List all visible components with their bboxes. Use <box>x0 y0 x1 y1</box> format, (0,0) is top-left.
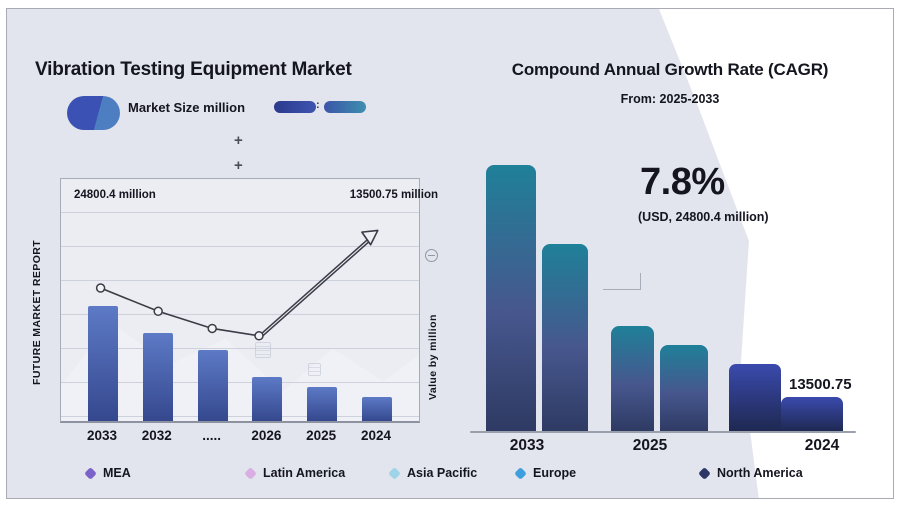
bar-2026 <box>252 376 283 421</box>
legend-diamond-icon <box>84 466 97 480</box>
legend-label: Asia Pacific <box>407 466 478 480</box>
cagr-bars-plot <box>468 160 860 432</box>
cagr-bar-2024-2 <box>781 396 843 432</box>
legend-item-asia-pacific: Asia Pacific <box>388 466 478 480</box>
cagr-x-axis-line <box>470 431 856 433</box>
x-label-.....: ..... <box>202 428 221 443</box>
bar-2033 <box>88 305 118 421</box>
x-label-2026: 2026 <box>251 428 282 443</box>
cagr-x-label-2024: 2024 <box>804 437 840 454</box>
bar-2024 <box>362 396 392 421</box>
plus-mark-icon: + <box>234 132 243 149</box>
start-value-annotation: 24800.4 million <box>74 189 156 201</box>
x-label-2032: 2032 <box>141 428 172 443</box>
y-axis-label: Value by million <box>427 314 439 400</box>
x-label-2025: 2025 <box>306 428 337 443</box>
cagr-bar-2033-2 <box>542 244 588 432</box>
gridlines <box>61 179 419 421</box>
x-label-2033: 2033 <box>86 428 118 443</box>
ghost-document-icon <box>255 342 271 358</box>
legend-label: North America <box>717 466 803 480</box>
future-market-report-watermark: FUTURE MARKET REPORT <box>31 239 43 385</box>
left-bars-layer <box>61 179 419 421</box>
cagr-value: 7.8% <box>640 161 725 203</box>
cagr-basis: (USD, 24800.4 million) <box>638 210 769 224</box>
value-callout: 13500.75 <box>789 376 852 393</box>
x-label-2024: 2024 <box>360 428 392 443</box>
cagr-x-label-2033: 2033 <box>509 437 545 454</box>
legend-diamond-icon <box>514 466 527 480</box>
legend-item-north-america: North America <box>698 466 803 480</box>
cagr-subtitle: From: 2025-2033 <box>620 92 720 106</box>
legend-diamond-icon <box>698 466 711 480</box>
plus-mark-icon: + <box>234 157 243 174</box>
cagr-bar-2033-1 <box>486 165 536 432</box>
market-size-pill-icon <box>67 96 120 130</box>
market-size-chart-panel <box>60 178 420 423</box>
bar-2025 <box>307 386 338 421</box>
legend-item-mea: MEA <box>84 466 131 480</box>
bar-..... <box>197 350 228 421</box>
legend-diamond-icon <box>388 466 401 480</box>
cagr-title: Compound Annual Growth Rate (CAGR) <box>511 60 829 79</box>
legend-item-latin-america: Latin America <box>244 466 346 480</box>
region-legend: MEA Latin America Asia Pacific Europe North … <box>60 462 850 490</box>
left-chart-title: Vibration Testing Equipment Market <box>35 59 352 80</box>
ratio-pill-left-icon <box>274 101 316 113</box>
cagr-bar-2025-2 <box>660 345 708 432</box>
cagr-bar-2025-1 <box>611 325 654 432</box>
legend-label: Europe <box>533 466 577 480</box>
cagr-bar-2024-1 <box>729 364 781 432</box>
market-size-label: Market Size million <box>128 100 246 115</box>
minus-circle-icon <box>425 249 438 262</box>
ratio-pill-right-icon <box>324 101 366 113</box>
cagr-x-label-2025: 2025 <box>632 437 668 454</box>
elbow-connector-line <box>603 273 641 290</box>
end-value-annotation: 13500.75 million <box>349 189 438 201</box>
legend-label: MEA <box>103 466 131 480</box>
legend-label: Latin America <box>263 466 346 480</box>
trend-line-arrow <box>95 229 379 341</box>
ghost-document-icon <box>308 363 321 376</box>
legend-item-europe: Europe <box>514 466 577 480</box>
ratio-colon: : <box>316 99 320 111</box>
legend-diamond-icon <box>244 466 257 480</box>
bar-2032 <box>142 332 173 421</box>
